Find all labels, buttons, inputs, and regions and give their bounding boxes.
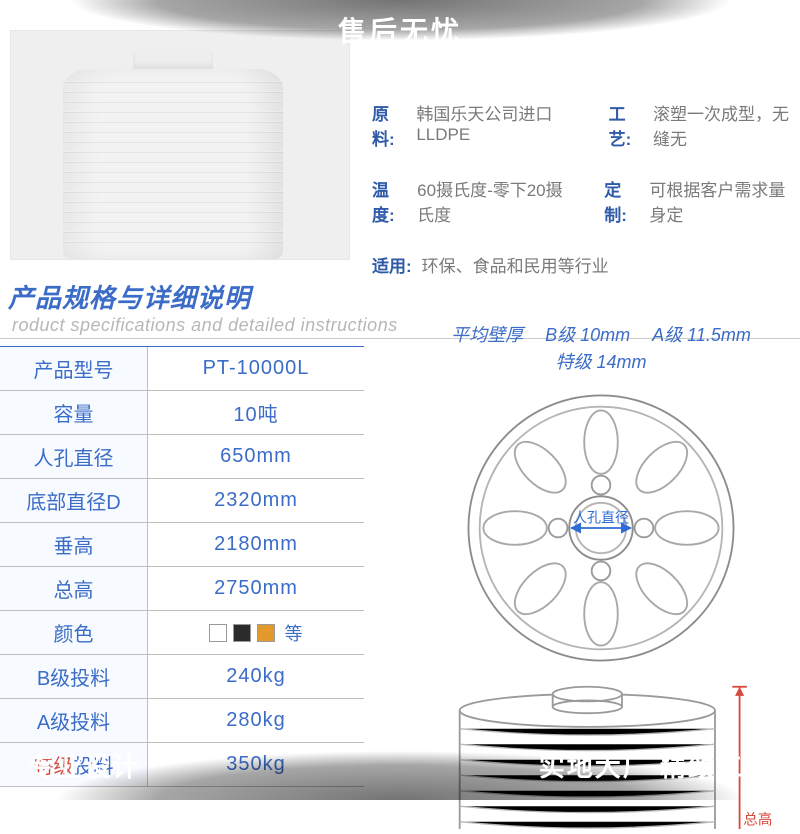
spec-row: 总高2750mm [0,567,364,611]
spec-row: A级投料280kg [0,699,364,743]
spec-th: 颜色 [0,611,148,654]
info-key: 定制: [604,176,639,226]
info-value: 60摄氏度-零下20摄氏度 [417,176,576,226]
color-swatch [233,624,251,642]
info-value: 可根据客户需求量身定 [649,176,800,226]
tank-top-view-diagram: 人孔直径 [461,388,741,668]
spec-row: 底部直径D2320mm [0,479,364,523]
spec-td: PT-10000L [148,357,364,380]
top-banner-text: 售后无忧 [338,10,462,50]
spec-th: 总高 [0,567,148,610]
spec-row: 容量10吨 [0,391,364,435]
info-key: 原料: [372,100,406,150]
spec-th: 容量 [0,391,148,434]
spec-td: 280kg [148,709,364,732]
total-height-label: 总高 [743,811,771,828]
spec-row-color: 颜色 等 [0,611,364,655]
tank-render [63,47,283,257]
spec-th: 人孔直径 [0,435,148,478]
spec-td: 350kg [148,753,364,776]
spec-row: 特级投料350kg [0,743,364,787]
spec-td: 2750mm [148,577,364,600]
spec-th: 产品型号 [0,347,148,390]
info-value: 滚塑一次成型，无缝无 [653,100,800,150]
color-swatch [257,624,275,642]
spec-table: 产品型号PT-10000L容量10吨人孔直径650mm底部直径D2320mm垂高… [0,346,364,787]
wall-special: 特级 14mm [555,352,646,372]
wall-b: B级 10mm [545,325,630,345]
spec-td: 650mm [148,445,364,468]
diagram-column: 平均壁厚 B级 10mm A级 11.5mm 特级 14mm [404,322,798,829]
spec-row: 产品型号PT-10000L [0,347,364,391]
info-row: 原料: 韩国乐天公司进口LLDPE 工艺: 滚塑一次成型，无缝无 [372,100,800,150]
spec-row: 人孔直径650mm [0,435,364,479]
spec-td: 10吨 [148,398,364,427]
wall-label: 平均壁厚 [451,325,523,345]
color-swatches: 等 [148,620,364,646]
info-row: 温度: 60摄氏度-零下20摄氏度 定制: 可根据客户需求量身定 [372,176,800,226]
spec-td: 2180mm [148,533,364,556]
spec-th: B级投料 [0,655,148,698]
section-heading-en: roduct specifications and detailed instr… [12,315,398,335]
color-suffix: 等 [285,620,304,646]
info-pair: 原料: 韩国乐天公司进口LLDPE [372,100,581,150]
color-swatch [209,624,227,642]
wall-a: A级 11.5mm [652,325,751,345]
spec-th: 特级投料 [0,743,148,786]
spec-row: B级投料240kg [0,655,364,699]
product-photo [10,30,350,260]
info-key: 工艺: [609,100,643,150]
spec-th: 垂高 [0,523,148,566]
info-key: 温度: [372,176,407,226]
spec-th: 底部直径D [0,479,148,522]
manhole-diameter-label: 人孔直径 [573,509,629,525]
spec-th: A级投料 [0,699,148,742]
spec-td: 240kg [148,665,364,688]
spec-td: 等 [148,620,364,646]
spec-td: 2320mm [148,489,364,512]
info-value: 韩国乐天公司进口LLDPE [416,100,580,150]
info-pair: 工艺: 滚塑一次成型，无缝无 [609,100,800,150]
info-pair: 定制: 可根据客户需求量身定 [604,176,800,226]
wall-thickness-line: 平均壁厚 B级 10mm A级 11.5mm 特级 14mm [404,322,798,376]
tank-side-view-diagram: 总高 [431,674,771,829]
spec-row: 垂高2180mm [0,523,364,567]
section-heading-zh: 产品规格与详细说明 [8,283,251,313]
info-pair: 温度: 60摄氏度-零下20摄氏度 [372,176,576,226]
